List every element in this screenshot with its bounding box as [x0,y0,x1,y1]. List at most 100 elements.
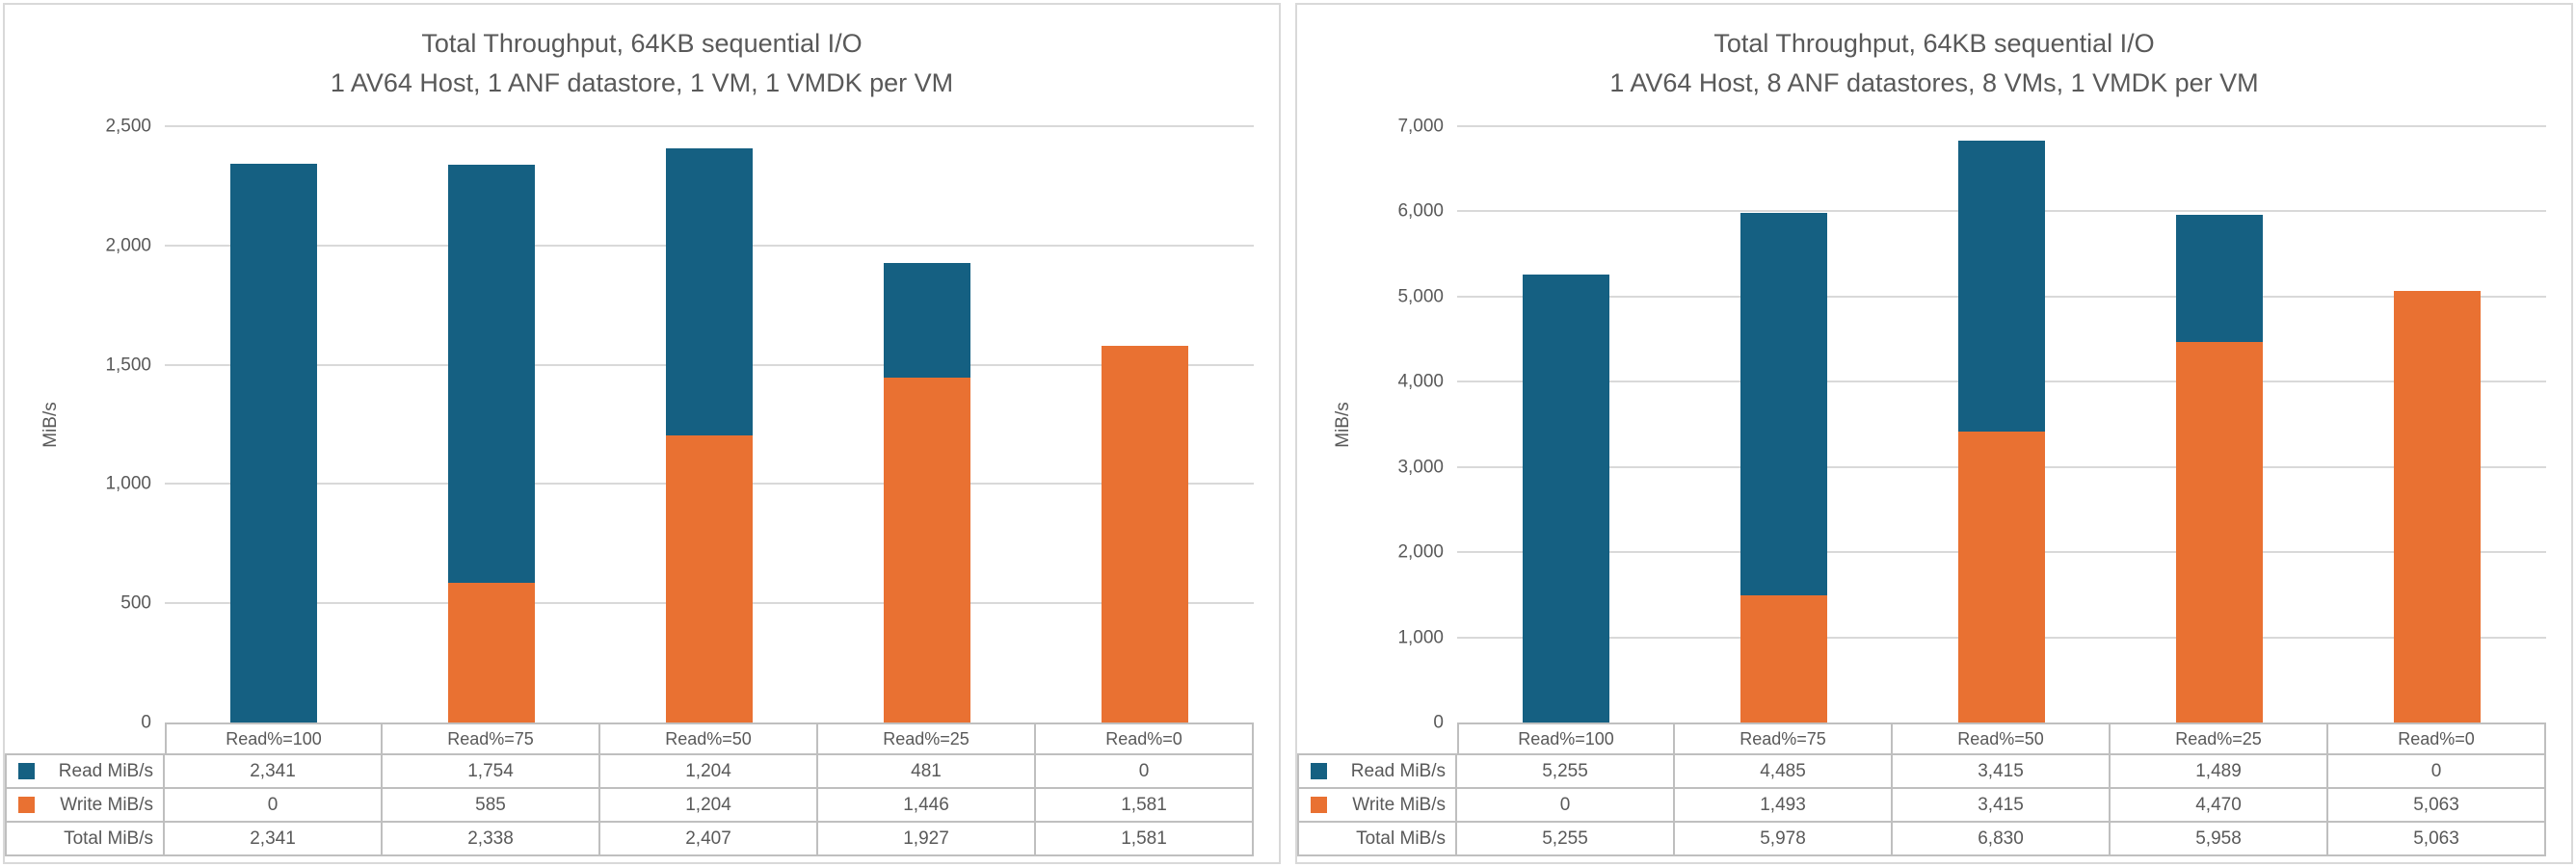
row-total-mib-s-value: 6,830 [1893,823,2111,856]
row-write-mib-s-value: 1,493 [1675,789,1893,823]
category-header-read-75: Read%=75 [1675,722,1893,755]
bar-segment-read-mib-s [1739,213,1828,595]
row-write-mib-s-label-text: Write MiB/s [60,794,153,815]
chart-area: MiB/s 0 500 1,000 1,500 2,000 2,500 [5,118,1279,732]
bar-segment-write-mib-s [2393,291,2482,722]
chart-title: Total Throughput, 64KB sequential I/O 1 … [5,24,1279,103]
row-read-mib-s-value: 4,485 [1675,755,1893,789]
y-tick-label: 7,000 [1397,116,1444,137]
bar-segment-read-mib-s [2175,215,2264,342]
category-slot-read-50 [1893,126,2111,722]
row-total-mib-s-value: 2,338 [383,823,600,856]
row-read-mib-s-legend-swatch [18,763,35,779]
y-tick-label: 5,000 [1397,286,1444,307]
bar-segment-write-mib-s [447,583,536,722]
category-slot-read-75 [383,126,600,722]
category-slot-read-0 [1036,126,1254,722]
row-write-mib-s-value: 1,581 [1036,789,1254,823]
chart-panel-right: Total Throughput, 64KB sequential I/O 1 … [1295,3,2573,864]
row-read-mib-s-value: 1,489 [2111,755,2328,789]
row-read-mib-s-label: Read MiB/s [1297,755,1457,789]
y-tick-label: 1,000 [1397,627,1444,648]
data-table: Read%=100 Read%=75 Read%=50 Read%=25 Read%=0… [5,722,1254,856]
row-write-mib-s-legend-swatch [1311,797,1327,813]
row-read-mib-s-label-text: Read MiB/s [1350,760,1446,781]
row-read-mib-s-value: 1,754 [383,755,600,789]
y-tick-label: 2,000 [105,235,151,256]
y-tick-label: 4,000 [1397,371,1444,392]
table-corner-cell [1297,722,1457,755]
row-write-mib-s-label: Write MiB/s [5,789,165,823]
category-slot-read-75 [1675,126,1893,722]
row-total-mib-s-label: Total MiB/s [1297,823,1457,856]
row-read-mib-s-legend-swatch [1311,763,1327,779]
y-tick-label: 0 [1433,712,1444,733]
row-write-mib-s-value: 0 [1457,789,1675,823]
chart-title-line1: Total Throughput, 64KB sequential I/O [1713,29,2155,58]
row-total-mib-s-value: 5,958 [2111,823,2328,856]
category-slot-read-100 [1457,126,1675,722]
row-write-mib-s-value: 3,415 [1893,789,2111,823]
row-total-mib-s-value: 2,407 [600,823,818,856]
row-read-mib-s-value: 3,415 [1893,755,2111,789]
row-write-mib-s-label-text: Write MiB/s [1352,794,1446,815]
y-axis: MiB/s 0 500 1,000 1,500 2,000 2,500 [5,118,165,732]
row-read-mib-s-value: 0 [1036,755,1254,789]
category-slot-read-0 [2328,126,2546,722]
row-read-mib-s-value: 2,341 [165,755,383,789]
category-header-read-50: Read%=50 [1893,722,2111,755]
row-write-mib-s-value: 1,204 [600,789,818,823]
y-tick-label: 0 [141,712,151,733]
bar-segment-write-mib-s [1101,345,1189,722]
plot-area [1457,125,2546,722]
category-header-read-0: Read%=0 [1036,722,1254,755]
row-read-mib-s-value: 1,204 [600,755,818,789]
y-tick-label: 2,500 [105,116,151,137]
row-read-mib-s-label: Read MiB/s [5,755,165,789]
category-header-read-100: Read%=100 [165,722,383,755]
row-write-mib-s-label: Write MiB/s [1297,789,1457,823]
plot-area [165,125,1254,722]
bar-segment-write-mib-s [2175,341,2264,722]
chart-area: MiB/s 0 1,000 2,000 3,000 4,000 5,000 6,000 7,0… [1297,118,2571,732]
y-tick-label: 1,000 [105,473,151,494]
row-write-mib-s-value: 0 [165,789,383,823]
chart-title-line1: Total Throughput, 64KB sequential I/O [421,29,863,58]
row-total-mib-s-value: 5,255 [1457,823,1675,856]
bar-segment-read-mib-s [883,262,971,378]
row-total-mib-s-value: 1,581 [1036,823,1254,856]
row-read-mib-s-label-text: Read MiB/s [58,760,153,781]
row-read-mib-s-value: 0 [2328,755,2546,789]
row-write-mib-s-value: 585 [383,789,600,823]
row-write-mib-s-value: 5,063 [2328,789,2546,823]
bar-segment-write-mib-s [1957,432,2046,722]
row-read-mib-s-value: 481 [818,755,1036,789]
category-header-read-0: Read%=0 [2328,722,2546,755]
row-total-mib-s-value: 5,063 [2328,823,2546,856]
row-total-mib-s-value: 5,978 [1675,823,1893,856]
category-header-read-25: Read%=25 [2111,722,2328,755]
y-tick-label: 3,000 [1397,457,1444,478]
y-tick-label: 6,000 [1397,200,1444,222]
category-header-read-75: Read%=75 [383,722,600,755]
gridline [1457,125,2546,127]
category-slot-read-25 [818,126,1036,722]
y-tick-label: 1,500 [105,355,151,376]
row-write-mib-s-legend-swatch [18,797,35,813]
row-write-mib-s-value: 4,470 [2111,789,2328,823]
chart-panel-left: Total Throughput, 64KB sequential I/O 1 … [3,3,1281,864]
y-tick-label: 2,000 [1397,541,1444,563]
row-total-mib-s-label-text: Total MiB/s [1356,828,1446,849]
category-header-read-100: Read%=100 [1457,722,1675,755]
row-write-mib-s-value: 1,446 [818,789,1036,823]
bar-segment-read-mib-s [1957,141,2046,433]
chart-title-line2: 1 AV64 Host, 1 ANF datastore, 1 VM, 1 VM… [330,68,954,97]
bar-segment-write-mib-s [883,377,971,722]
y-tick-label: 500 [120,592,151,614]
data-table: Read%=100 Read%=75 Read%=50 Read%=25 Read%=0… [1297,722,2546,856]
row-total-mib-s-label-text: Total MiB/s [64,828,153,849]
category-header-read-25: Read%=25 [818,722,1036,755]
table-corner-cell [5,722,165,755]
y-axis: MiB/s 0 1,000 2,000 3,000 4,000 5,000 6,000 7,0… [1297,118,1457,732]
